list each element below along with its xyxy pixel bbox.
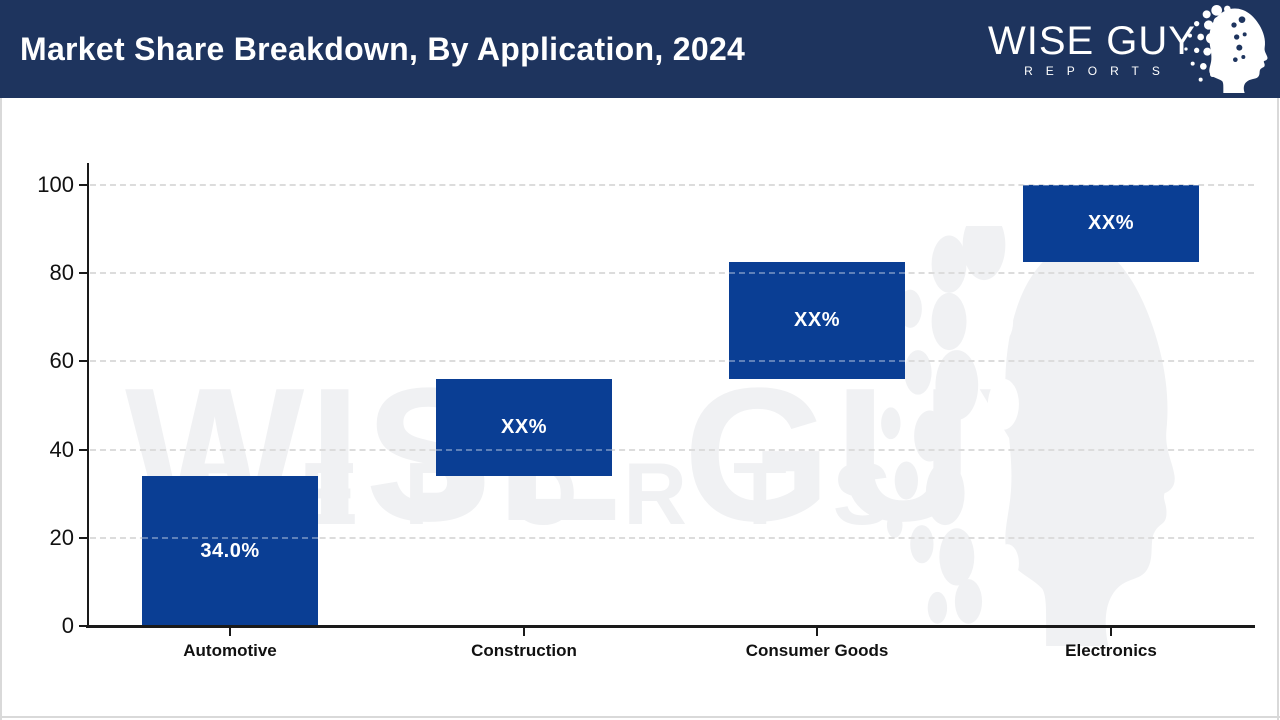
y-tick-0: [79, 625, 88, 627]
bar-gridline-overlay: [436, 449, 612, 451]
bar-value-label: 34.0%: [200, 539, 260, 562]
bar-gridline-overlay: [142, 537, 318, 539]
x-axis-label-automotive: Automotive: [183, 641, 277, 660]
x-tick-construction: [523, 628, 525, 636]
x-axis-label-consumer-goods: Consumer Goods: [745, 641, 889, 660]
bar-electronics: XX%: [1023, 185, 1199, 262]
x-tick-electronics: [1110, 628, 1112, 636]
y-axis-line: [87, 163, 89, 627]
logo-subtitle: REPORTS: [1024, 64, 1173, 78]
y-tick-40: [79, 449, 88, 451]
watermark: WISE GUY REPORTS: [0, 98, 1280, 720]
y-tick-20: [79, 537, 88, 539]
gridline-100: [90, 184, 1254, 186]
y-tick-label-60: 60: [49, 348, 74, 373]
y-tick-60: [79, 360, 88, 362]
x-axis-label-electronics: Electronics: [1065, 641, 1157, 660]
logo-text: WISE GUY REPORTS: [988, 20, 1196, 78]
y-tick-label-80: 80: [49, 260, 74, 285]
frame-border-left: [0, 98, 2, 720]
x-axis-label-construction: Construction: [471, 641, 577, 660]
header-bar: Market Share Breakdown, By Application, …: [0, 0, 1280, 98]
bar-construction: XX%: [436, 379, 612, 476]
wiseguy-face-icon: [1184, 5, 1268, 93]
y-tick-label-40: 40: [49, 437, 74, 462]
watermark-face-icon: [861, 226, 1175, 646]
x-tick-automotive: [229, 628, 231, 636]
logo-wordmark: WISE GUY: [987, 19, 1196, 63]
frame-border-right: [1277, 98, 1279, 720]
y-tick-label-0: 0: [61, 613, 74, 638]
gridline-60: [90, 360, 1254, 362]
y-tick-100: [79, 184, 88, 186]
y-tick-label-20: 20: [49, 525, 74, 550]
bar-gridline-overlay: [1023, 184, 1199, 186]
page-title: Market Share Breakdown, By Application, …: [20, 30, 746, 67]
gridline-40: [90, 449, 1254, 451]
bar-value-label: XX%: [794, 309, 840, 331]
bar-value-label: XX%: [501, 416, 547, 438]
bar-gridline-overlay: [729, 272, 905, 274]
gridline-80: [90, 272, 1254, 274]
bar-gridline-overlay: [729, 360, 905, 362]
bar-value-label: XX%: [1088, 212, 1134, 234]
y-tick-label-100: 100: [37, 172, 74, 197]
x-axis-line: [86, 625, 1255, 628]
wiseguy-logo: WISE GUY REPORTS: [988, 5, 1270, 93]
x-tick-consumer-goods: [816, 628, 818, 636]
bar-consumer-goods: XX%: [729, 262, 905, 379]
y-tick-80: [79, 272, 88, 274]
bar-automotive: 34.0%: [142, 476, 318, 626]
frame-border-bottom: [0, 716, 1280, 718]
gridline-20: [90, 537, 1254, 539]
